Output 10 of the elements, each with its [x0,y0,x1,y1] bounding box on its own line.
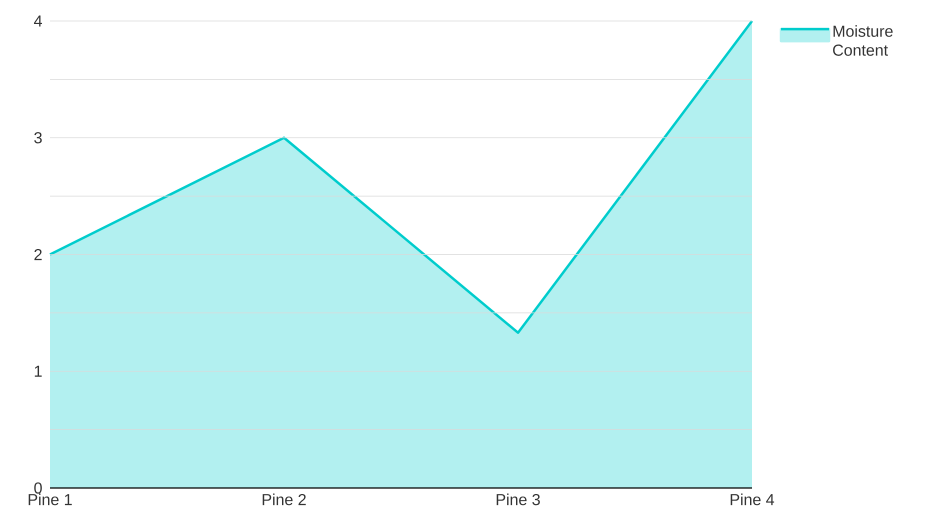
x-tick-label: Pine 2 [262,494,306,506]
x-tick-label: Pine 4 [730,494,774,506]
y-tick-label: 1 [34,366,42,377]
y-tick-label: 4 [34,16,42,26]
y-tick-label: 2 [34,248,42,260]
y-tick-label: 3 [34,132,42,144]
x-tick-label: Pine 3 [496,494,540,506]
y-tick-label: 0 [34,482,42,494]
x-tick-label: Pine 1 [28,494,72,506]
legend-label: Moisture Content [833,25,893,56]
